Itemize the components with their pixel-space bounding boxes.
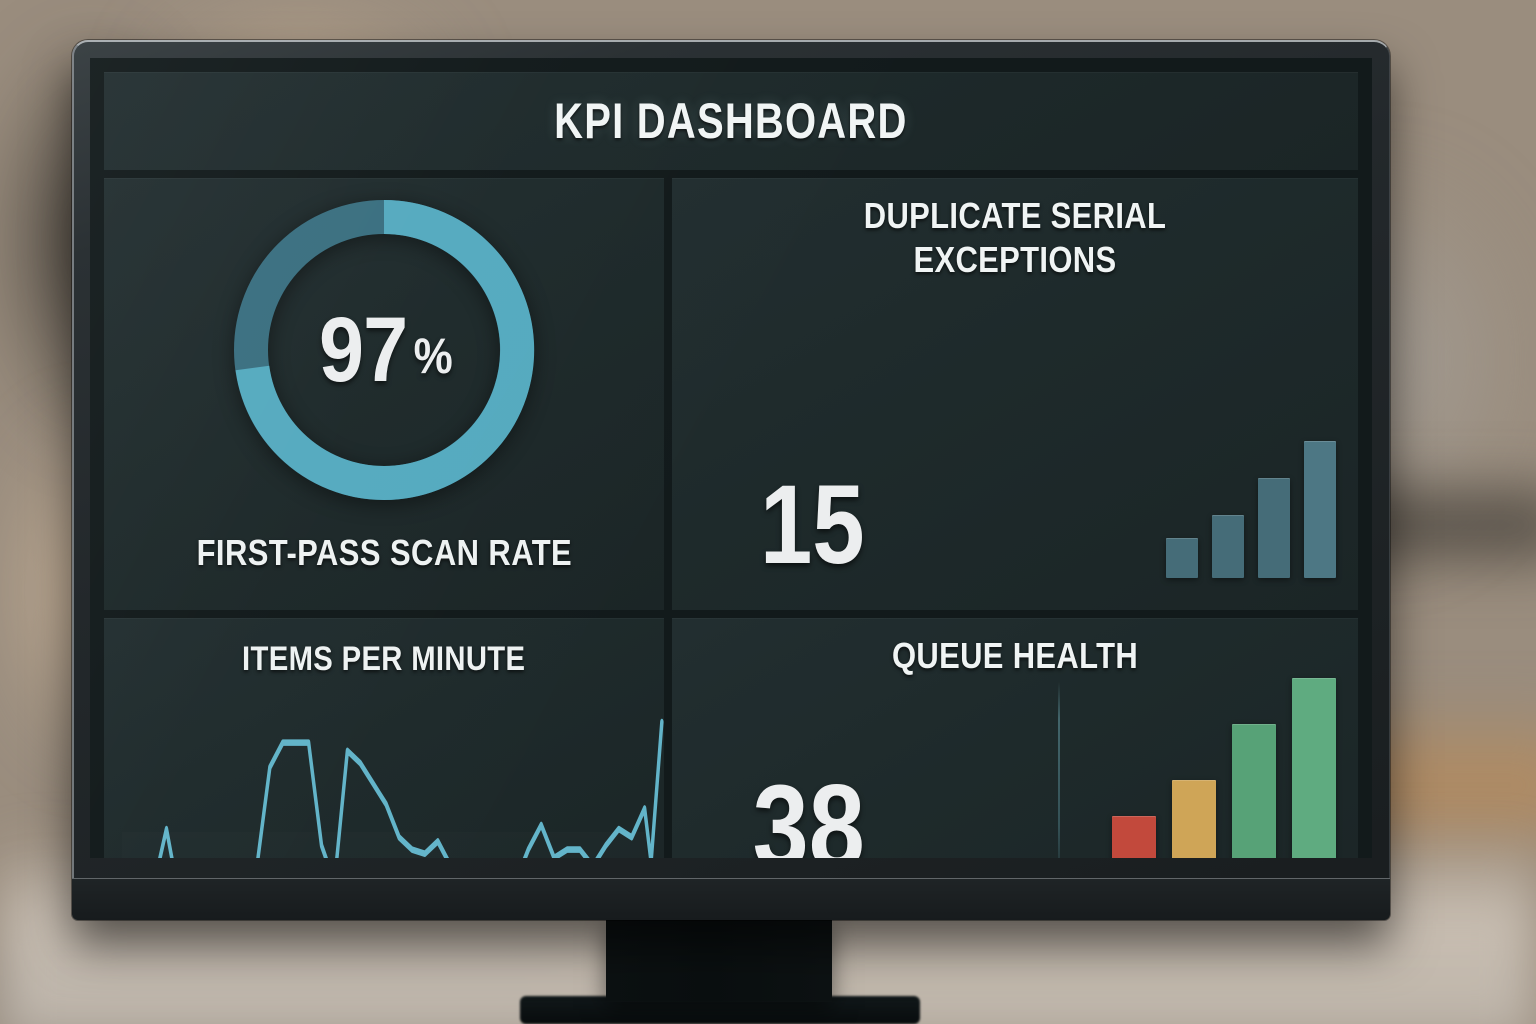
queue-health-bar-chart	[1112, 677, 1336, 858]
sparkline-path	[158, 718, 664, 858]
duplicate-serial-bar-chart	[1166, 268, 1336, 578]
queue-health-chart-area	[1058, 677, 1336, 858]
queue-health-panel[interactable]: QUEUE HEALTH 38	[672, 618, 1358, 858]
duplicate-serial-exceptions-panel[interactable]: DUPLICATE SERIAL EXCEPTIONS 15	[672, 178, 1358, 610]
computer-monitor: KPI DASHBOARD 97 %	[72, 40, 1390, 920]
sparkline-svg	[158, 718, 664, 858]
dashboard-grid: 97 % FIRST-PASS SCAN RATE DUPLICATE SERI…	[104, 178, 1358, 858]
bar-2	[1212, 515, 1244, 578]
duplicate-serial-value: 15	[759, 461, 865, 587]
bar-good-1	[1232, 723, 1276, 858]
donut-svg	[234, 200, 535, 500]
page-title: KPI DASHBOARD	[554, 93, 908, 149]
monitor-bezel-chin	[72, 878, 1390, 920]
queue-health-divider	[1058, 681, 1060, 858]
donut-value-arc	[235, 200, 535, 500]
duplicate-serial-title: DUPLICATE SERIAL EXCEPTIONS	[739, 194, 1291, 282]
monitor-screen: KPI DASHBOARD 97 %	[90, 58, 1372, 858]
bar-good-2	[1292, 677, 1336, 858]
bar-3	[1258, 478, 1290, 578]
queue-health-title: QUEUE HEALTH	[891, 635, 1139, 676]
queue-health-value: 38	[752, 759, 865, 858]
first-pass-scan-rate-panel[interactable]: 97 % FIRST-PASS SCAN RATE	[104, 178, 664, 610]
duplicate-serial-title-line1: DUPLICATE SERIAL	[863, 195, 1167, 236]
queue-health-content-row: 38	[694, 677, 1336, 858]
bar-1	[1166, 538, 1198, 578]
duplicate-serial-title-line2: EXCEPTIONS	[913, 238, 1117, 280]
donut-center-label: 97 %	[224, 190, 544, 510]
dashboard-title-bar: KPI DASHBOARD	[104, 72, 1358, 170]
first-pass-scan-rate-label: FIRST-PASS SCAN RATE	[196, 532, 572, 573]
bar-warning	[1172, 779, 1216, 858]
first-pass-donut-chart: 97 %	[224, 190, 544, 510]
items-per-minute-sparkline	[104, 689, 664, 858]
items-per-minute-panel[interactable]: ITEMS PER MINUTE	[104, 618, 664, 858]
first-pass-unit: %	[413, 328, 453, 384]
items-per-minute-label: ITEMS PER MINUTE	[242, 640, 526, 678]
bar-4	[1304, 441, 1336, 578]
duplicate-serial-content-row: 15	[694, 282, 1336, 592]
kpi-dashboard: KPI DASHBOARD 97 %	[90, 58, 1372, 858]
monitor-stand-neck	[606, 918, 832, 1002]
first-pass-value: 97	[318, 299, 408, 401]
bar-critical	[1112, 815, 1156, 858]
